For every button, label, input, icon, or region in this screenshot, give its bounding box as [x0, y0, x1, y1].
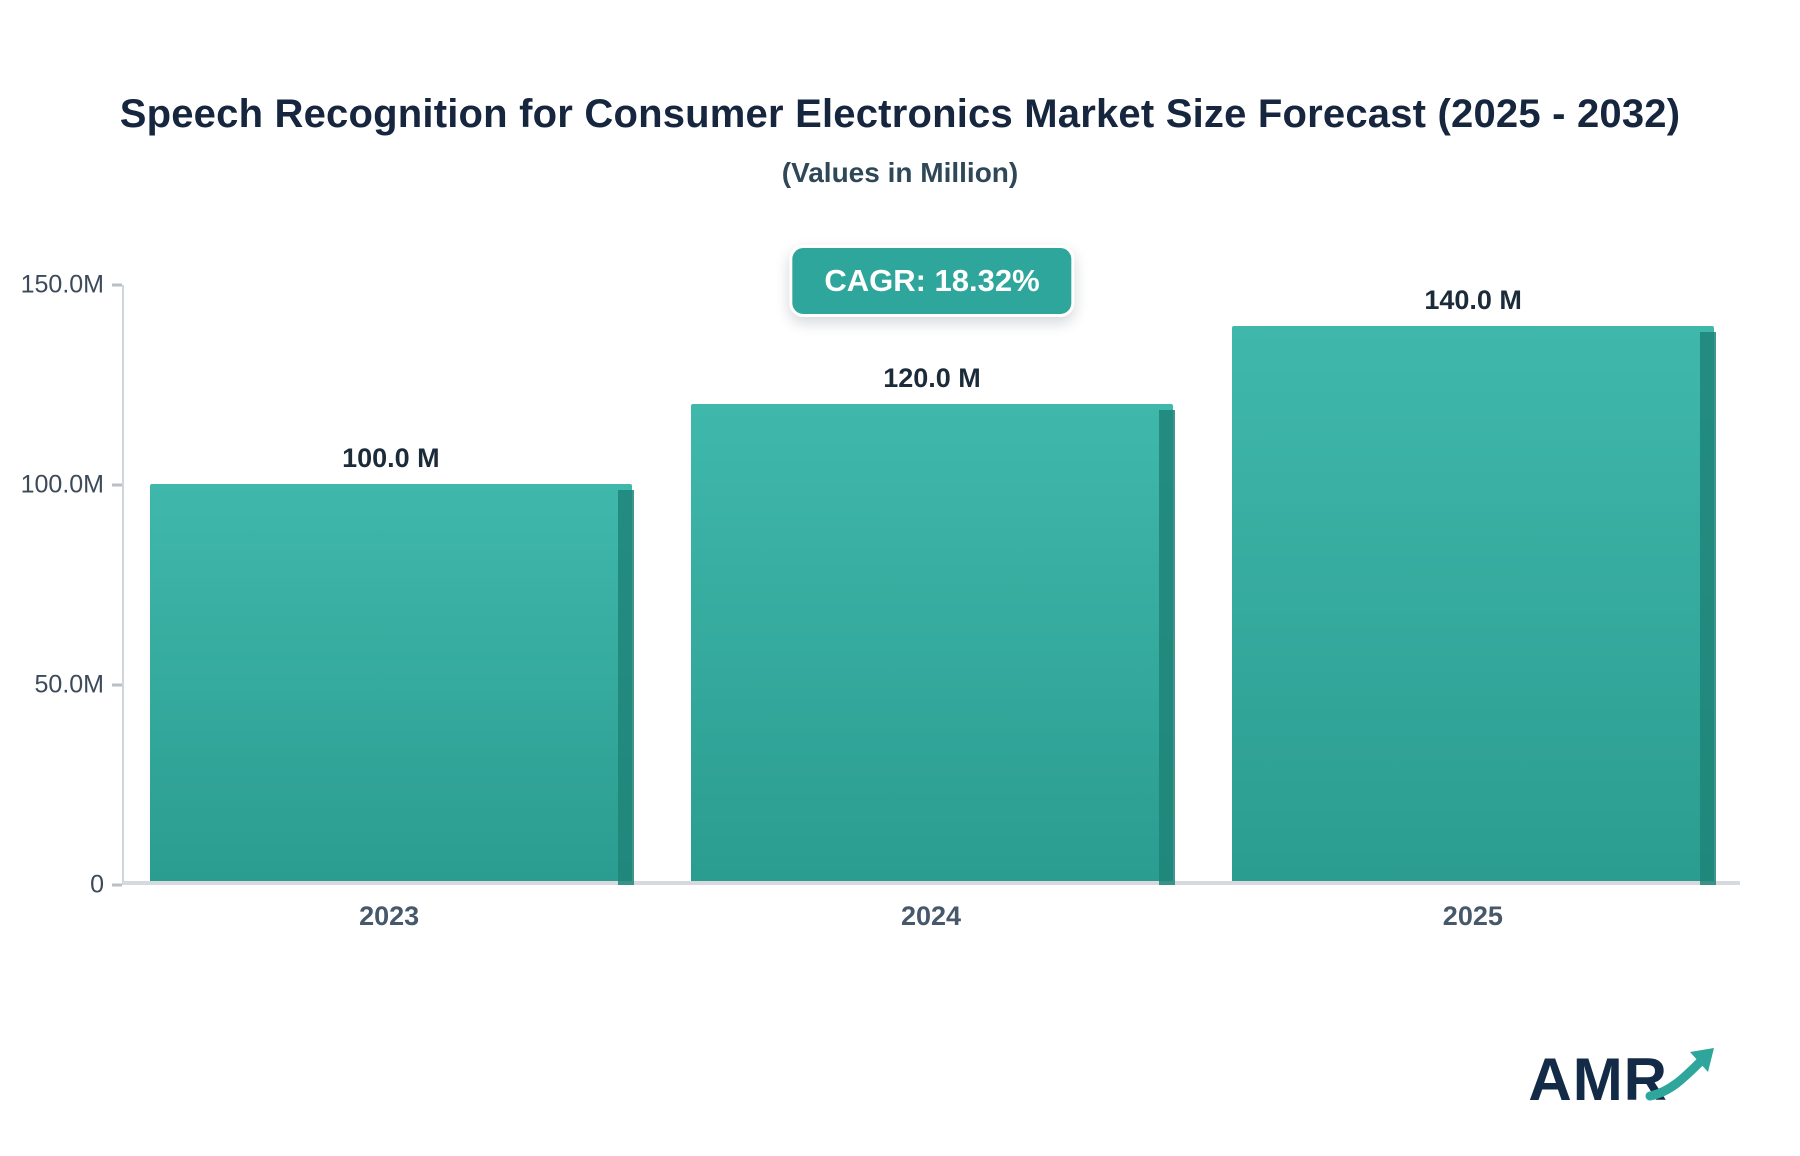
y-tick-50: 50.0M — [35, 671, 122, 700]
y-tick-label: 0 — [90, 870, 104, 899]
x-tick-2023: 2023 — [359, 901, 420, 931]
y-tick-100: 100.0M — [21, 470, 122, 499]
x-tick-2025: 2025 — [1442, 901, 1503, 931]
bar-group-2025: 140.0 M — [1232, 285, 1716, 885]
chart-title: Speech Recognition for Consumer Electron… — [119, 92, 1681, 136]
tick-mark — [112, 483, 122, 487]
y-tick-label: 150.0M — [20, 270, 104, 299]
bar-2024 — [691, 404, 1175, 885]
plot-area: CAGR: 18.32% 100.0 M 120.0 M 140.0 M — [122, 245, 1740, 886]
chart-subtitle: (Values in Million) — [781, 157, 1019, 188]
amr-logo: AMR — [1528, 1045, 1722, 1114]
y-tick-0: 0 — [90, 871, 122, 900]
bars-container: 100.0 M 120.0 M 140.0 M — [124, 285, 1740, 886]
y-tick-150: 150.0M — [21, 271, 122, 300]
bar-group-2023: 100.0 M — [150, 285, 634, 886]
tick-mark — [112, 883, 122, 887]
x-axis: 2023 2024 2025 — [122, 901, 1740, 932]
tick-mark — [112, 683, 122, 687]
x-tick-2024: 2024 — [900, 901, 962, 931]
amr-logo-text: AMR — [1528, 1046, 1668, 1113]
bar-2023 — [150, 483, 634, 886]
bar-value-label: 120.0 M — [883, 363, 981, 394]
bar-2025 — [1232, 326, 1716, 885]
growth-arrow-icon — [1645, 1047, 1714, 1100]
chart-area: 150.0M 100.0M 50.0M 0 CAGR: 18.32% 100.0… — [0, 245, 1800, 899]
tick-mark — [112, 283, 122, 287]
y-tick-label: 100.0M — [20, 470, 104, 499]
y-axis: 150.0M 100.0M 50.0M 0 — [21, 271, 122, 899]
cagr-badge: CAGR: 18.32% — [789, 245, 1075, 317]
y-tick-label: 50.0M — [34, 670, 104, 699]
bar-value-label: 140.0 M — [1424, 285, 1522, 315]
bar-value-label: 100.0 M — [342, 442, 440, 473]
bar-group-2024: 120.0 M — [691, 285, 1175, 885]
